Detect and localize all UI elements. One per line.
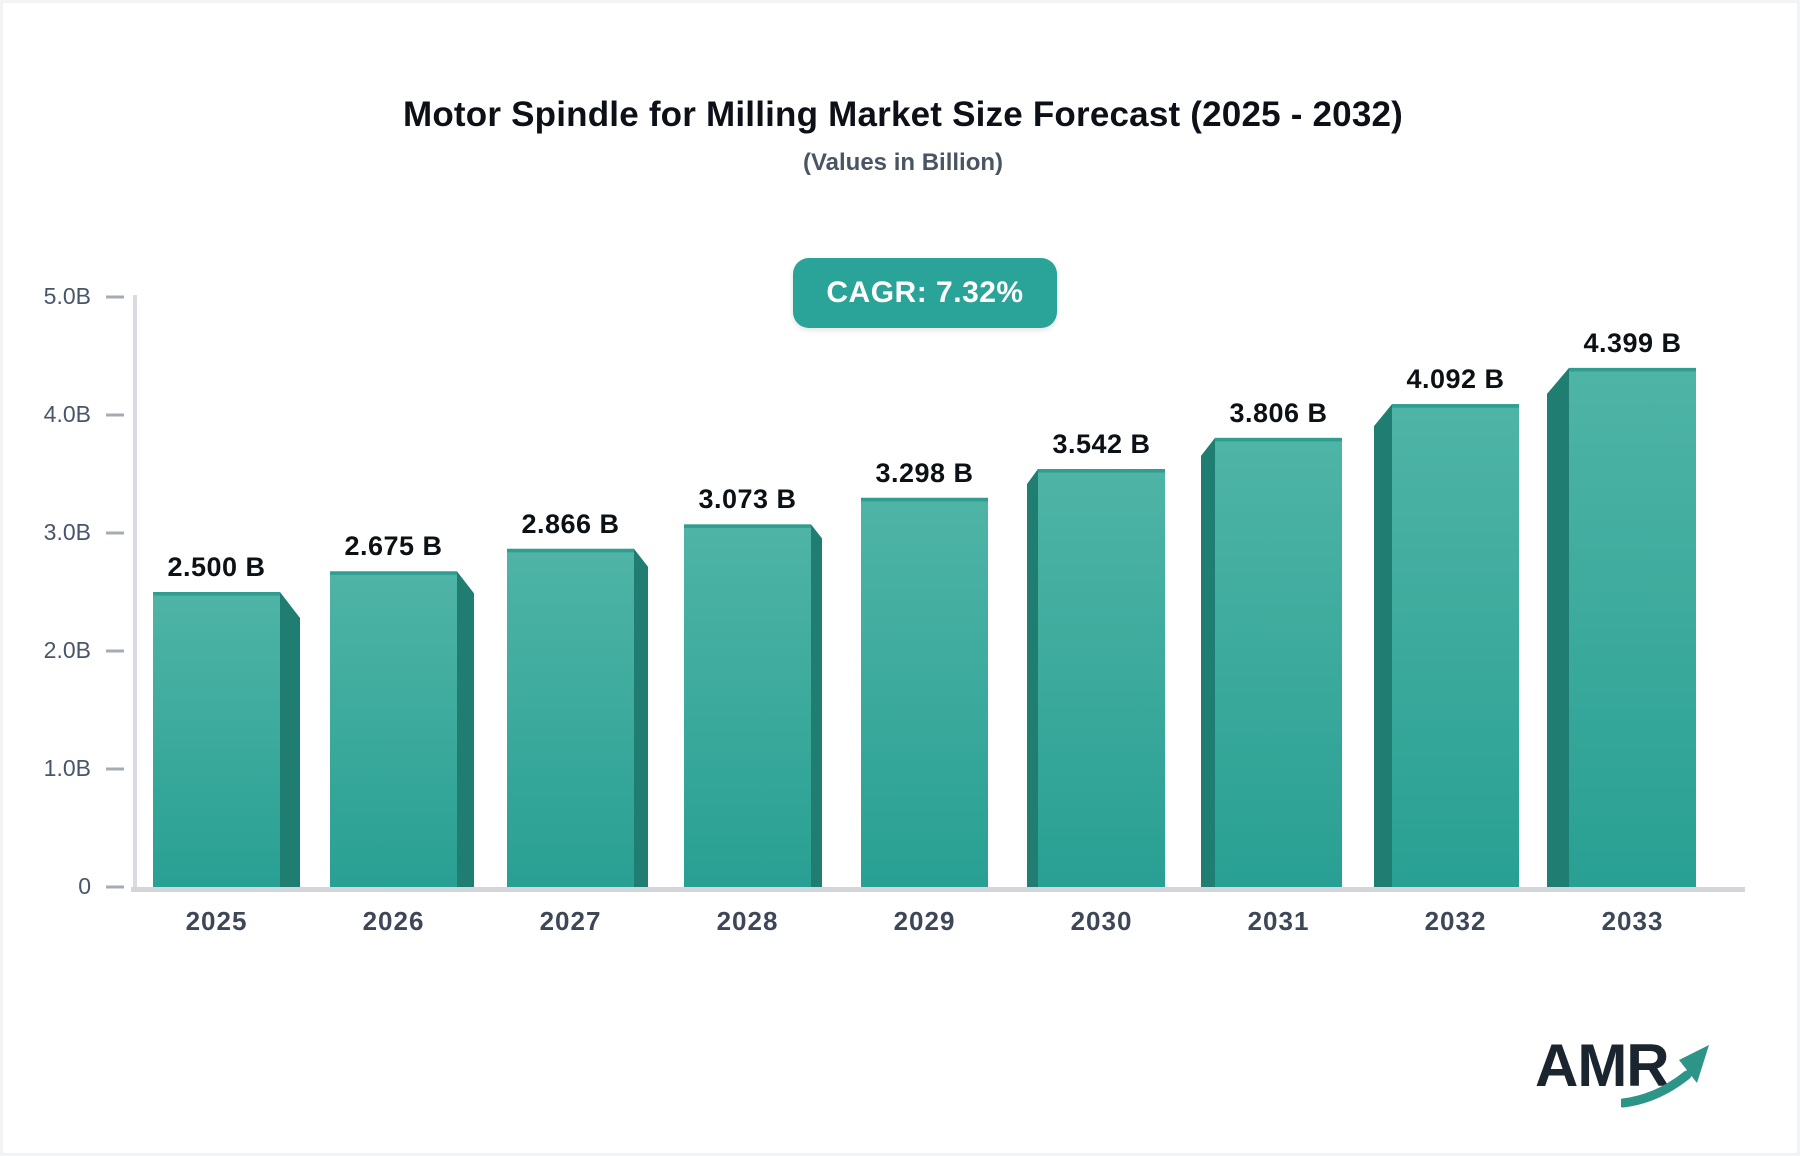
bar-chart-canvas bbox=[106, 295, 1745, 892]
bar-top-edge-2032 bbox=[1392, 404, 1519, 408]
y-axis-line bbox=[133, 295, 137, 892]
bar-2029 bbox=[861, 497, 988, 887]
y-tick-5.0B bbox=[106, 295, 124, 299]
bar-2030 bbox=[1038, 469, 1165, 887]
x-axis-baseline bbox=[131, 887, 1745, 892]
bar-2028 bbox=[684, 524, 811, 887]
bar-2031 bbox=[1215, 437, 1342, 887]
y-tick-1.0B bbox=[106, 767, 124, 771]
cagr-badge: CAGR: 7.32% bbox=[793, 258, 1057, 328]
bar-value-label-2030: 3.542 B bbox=[1052, 429, 1151, 460]
chart-subtitle: (Values in Billion) bbox=[802, 149, 1004, 176]
y-tick-2.0B bbox=[106, 649, 124, 653]
amr-logo: AMR bbox=[1535, 1031, 1735, 1121]
bar-top-edge-2028 bbox=[684, 524, 811, 528]
y-tick-4.0B bbox=[106, 413, 124, 417]
y-tick-3.0B bbox=[106, 531, 124, 535]
bar-2033 bbox=[1569, 367, 1696, 888]
x-axis-label-2029: 2029 bbox=[893, 906, 956, 936]
chart-title: Motor Spindle for Milling Market Size Fo… bbox=[402, 95, 1403, 134]
bar-2026 bbox=[330, 571, 457, 887]
bar-side-2030 bbox=[1027, 469, 1038, 887]
bar-top-edge-2027 bbox=[507, 548, 634, 553]
bar-2027 bbox=[507, 548, 634, 887]
bar-value-label-2031: 3.806 B bbox=[1229, 397, 1328, 428]
x-axis-label-2026: 2026 bbox=[362, 906, 425, 936]
bar-top-edge-2031 bbox=[1215, 437, 1342, 442]
bar-value-label-2027: 2.866 B bbox=[521, 508, 620, 539]
x-axis-label-2032: 2032 bbox=[1424, 906, 1487, 936]
bar-side-2033 bbox=[1547, 367, 1569, 888]
bar-side-2028 bbox=[811, 524, 822, 887]
x-axis-label-2030: 2030 bbox=[1070, 906, 1133, 936]
bar-2025 bbox=[153, 592, 280, 887]
y-tick-label-2.0B: 2.0B bbox=[43, 637, 91, 663]
bar-side-2031 bbox=[1201, 437, 1215, 887]
x-axis-label-2025: 2025 bbox=[185, 906, 248, 936]
bar-top-edge-2033 bbox=[1569, 367, 1696, 372]
bar-value-label-2032: 4.092 B bbox=[1406, 364, 1505, 395]
axis-layer bbox=[106, 295, 1745, 892]
cagr-badge-label: CAGR: 7.32% bbox=[826, 276, 1024, 309]
bar-top-edge-2026 bbox=[330, 571, 457, 575]
y-tick-label-4.0B: 4.0B bbox=[43, 401, 91, 427]
y-tick-0 bbox=[106, 885, 124, 889]
bar-side-2025 bbox=[280, 592, 300, 887]
y-tick-label-0: 0 bbox=[78, 873, 91, 899]
bar-value-label-2029: 3.298 B bbox=[875, 457, 974, 488]
x-axis-label-2027: 2027 bbox=[539, 906, 602, 936]
y-tick-label-3.0B: 3.0B bbox=[43, 519, 91, 545]
bar-2032 bbox=[1392, 404, 1519, 887]
y-tick-label-5.0B: 5.0B bbox=[43, 283, 91, 309]
bar-side-2027 bbox=[634, 548, 648, 887]
x-axis-label-2031: 2031 bbox=[1247, 906, 1310, 936]
amr-logo-text: AMR bbox=[1535, 1032, 1670, 1099]
bar-value-label-2028: 3.073 B bbox=[698, 484, 797, 515]
x-axis-label-2033: 2033 bbox=[1601, 906, 1664, 936]
bar-top-edge-2030 bbox=[1038, 469, 1165, 473]
bar-side-2026 bbox=[457, 571, 474, 887]
bars-layer bbox=[153, 367, 1696, 888]
chart-header: Motor Spindle for Milling Market Size Fo… bbox=[3, 95, 1797, 177]
bar-value-label-2033: 4.399 B bbox=[1583, 327, 1682, 358]
bar-top-edge-2029 bbox=[861, 497, 988, 502]
y-tick-label-1.0B: 1.0B bbox=[43, 755, 91, 781]
x-axis-label-2028: 2028 bbox=[716, 906, 779, 936]
trend-up-arrow-icon bbox=[1621, 1045, 1709, 1108]
bar-value-label-2025: 2.500 B bbox=[167, 552, 266, 582]
bar-side-2032 bbox=[1374, 404, 1392, 887]
bar-value-label-2026: 2.675 B bbox=[344, 531, 443, 562]
bar-top-edge-2025 bbox=[153, 592, 280, 596]
